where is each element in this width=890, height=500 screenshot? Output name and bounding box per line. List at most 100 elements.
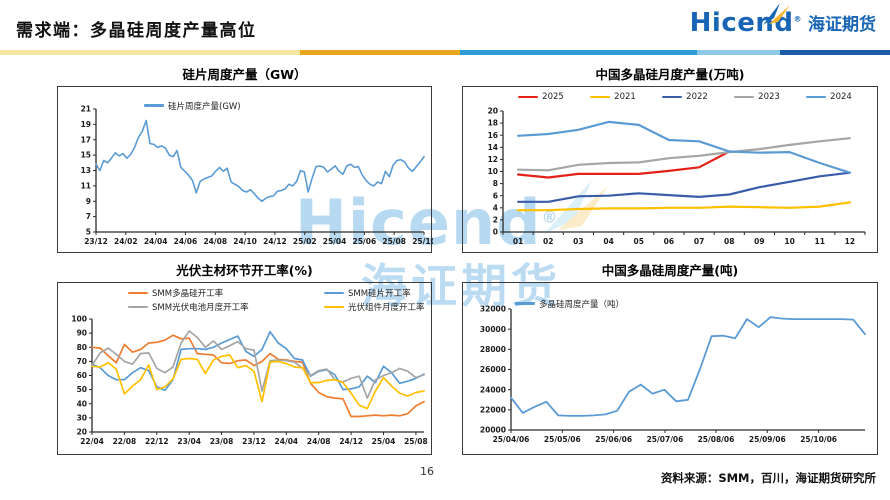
legend-item: 硅片周度产量(GW) [144, 100, 241, 112]
svg-text:13: 13 [81, 166, 91, 175]
svg-text:25/06/06: 25/06/06 [595, 435, 632, 444]
svg-text:30: 30 [77, 413, 87, 422]
accent-segment-dark-blue [780, 50, 890, 55]
svg-text:70: 70 [77, 357, 87, 366]
svg-text:30000: 30000 [480, 325, 506, 334]
svg-text:5: 5 [86, 228, 91, 237]
svg-text:50: 50 [77, 385, 87, 394]
svg-text:25/04: 25/04 [372, 437, 396, 446]
svg-text:02: 02 [543, 237, 553, 246]
legend-swatch [324, 305, 344, 309]
chart-title: 硅片周度产量（GW） [182, 67, 307, 82]
svg-text:25/08: 25/08 [404, 437, 428, 446]
svg-text:21: 21 [81, 105, 91, 114]
svg-text:15: 15 [81, 151, 91, 160]
header-accent-bar [0, 50, 890, 55]
svg-text:18: 18 [488, 119, 498, 128]
brand-logo: Hicend® 海证期货 [689, 3, 876, 38]
legend-item: SMM硅片开工率 [324, 287, 425, 299]
legend-item: 光伏组件月度开工率 [324, 301, 425, 313]
svg-text:22000: 22000 [480, 405, 506, 414]
legend-item: 2023 [734, 92, 780, 102]
source-note: 资料来源：SMM，百川，海证期货研究所 [660, 471, 876, 485]
chart-title: 中国多晶硅周度产量(吨) [601, 263, 739, 278]
svg-text:12: 12 [488, 155, 498, 164]
svg-text:25/07/06: 25/07/06 [647, 435, 684, 444]
svg-text:16: 16 [488, 131, 498, 140]
svg-text:32000: 32000 [480, 305, 506, 314]
svg-text:25/09/06: 25/09/06 [749, 435, 786, 444]
svg-text:7: 7 [86, 212, 91, 221]
legend-swatch [515, 302, 535, 305]
legend-label: 光伏组件月度开工率 [348, 303, 425, 313]
pv-operating-rate-chart-cell: 光伏主材环节开工率(%) SMM多晶硅开工率 SMM硅片开工率 SMM光伏电池月度开… [57, 260, 432, 455]
svg-text:23/04: 23/04 [177, 437, 201, 446]
svg-text:25/02: 25/02 [293, 237, 317, 246]
svg-text:24/08: 24/08 [203, 237, 227, 246]
svg-text:0: 0 [493, 228, 498, 237]
wafer-weekly-output-chart-cell: 硅片周度产量（GW） 硅片周度产量(GW) 5 7 9 11 13 15 17 19 21 23/… [57, 64, 433, 253]
svg-text:25/05/06: 25/05/06 [544, 435, 581, 444]
legend-swatch [518, 95, 539, 99]
svg-text:2: 2 [493, 216, 498, 225]
svg-text:40: 40 [77, 399, 87, 408]
svg-text:24/08: 24/08 [307, 437, 331, 446]
legend-swatch [128, 291, 148, 295]
legend-item: SMM光伏电池月度开工率 [128, 301, 324, 313]
svg-text:25/08: 25/08 [382, 237, 406, 246]
svg-text:11: 11 [81, 181, 91, 190]
legend-item: SMM多晶硅开工率 [128, 287, 324, 299]
svg-text:20: 20 [77, 428, 87, 437]
svg-text:04: 04 [603, 237, 613, 246]
svg-text:19: 19 [81, 120, 91, 129]
svg-text:24/04: 24/04 [275, 437, 299, 446]
svg-text:24/12: 24/12 [339, 437, 363, 446]
legend-label: 2025 [542, 92, 564, 102]
svg-text:22/12: 22/12 [145, 437, 169, 446]
chart-frame: 多晶硅周度产量（吨） 20000 22000 24000 26000 28000 3000… [462, 282, 878, 455]
svg-text:9: 9 [86, 197, 91, 206]
page-number: 16 [420, 465, 434, 478]
svg-text:25/04: 25/04 [323, 237, 347, 246]
legend-item: 2022 [662, 92, 708, 102]
poly-weekly-output-chart-cell: 中国多晶硅周度产量(吨) 多晶硅周度产量（吨） 20000 22000 24000 2… [462, 260, 878, 455]
accent-segment-mid-blue [460, 50, 697, 55]
chart-title: 中国多晶硅月度产量(万吨) [595, 67, 745, 82]
svg-text:25/06: 25/06 [353, 237, 377, 246]
legend-label: 多晶硅周度产量（吨） [539, 299, 625, 310]
svg-text:06: 06 [664, 237, 674, 246]
legend-label: 2023 [758, 92, 780, 102]
svg-text:23/08: 23/08 [210, 437, 234, 446]
chart-frame: SMM多晶硅开工率 SMM硅片开工率 SMM光伏电池月度开工率 光伏组件月度开工率 2… [57, 282, 432, 455]
legend-label: 硅片周度产量(GW) [168, 101, 241, 112]
svg-text:90: 90 [77, 329, 87, 338]
pv-operating-rate-chart: 20 30 40 50 60 70 80 90 100 22/04 22/08 22/12 23/04 2… [71, 315, 428, 446]
svg-text:24000: 24000 [480, 385, 506, 394]
page-title: 需求端：多晶硅周度产量高位 [16, 21, 257, 41]
chart-legend: 多晶硅周度产量（吨） [515, 290, 624, 310]
svg-text:25/10: 25/10 [412, 237, 433, 246]
svg-text:03: 03 [573, 237, 583, 246]
logo-arrow-icon [762, 1, 792, 31]
svg-text:26000: 26000 [480, 365, 506, 374]
svg-text:24/06: 24/06 [174, 237, 198, 246]
svg-text:20: 20 [488, 107, 498, 116]
legend-item: 2025 [518, 92, 564, 102]
legend-swatch [128, 305, 148, 309]
svg-text:24/04: 24/04 [144, 237, 168, 246]
svg-text:22/04: 22/04 [80, 437, 104, 446]
chart-legend: 2025 2021 2022 2023 2024 [505, 92, 865, 102]
svg-text:100: 100 [71, 315, 87, 324]
legend-item: 2024 [806, 92, 852, 102]
svg-text:08: 08 [724, 237, 734, 246]
legend-swatch [590, 95, 611, 99]
legend-label: 2022 [686, 92, 708, 102]
legend-swatch [806, 95, 827, 99]
wafer-weekly-output-chart: 5 7 9 11 13 15 17 19 21 23/12 24/02 24/04 24/06 24/08… [81, 105, 433, 246]
logo-brand-text: Hicend® [689, 8, 802, 38]
legend-swatch [734, 95, 755, 99]
svg-text:80: 80 [77, 343, 87, 352]
svg-text:8: 8 [493, 179, 498, 188]
